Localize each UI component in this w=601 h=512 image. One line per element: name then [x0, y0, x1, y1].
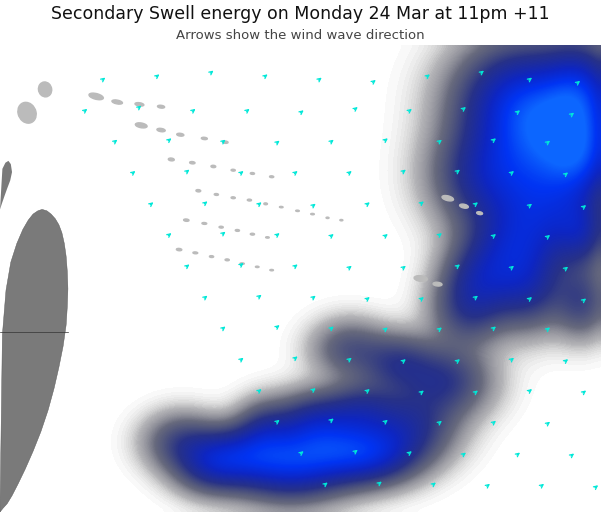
- Ellipse shape: [38, 82, 52, 97]
- Ellipse shape: [135, 102, 144, 106]
- Ellipse shape: [196, 189, 201, 192]
- Ellipse shape: [112, 100, 123, 104]
- Ellipse shape: [414, 275, 427, 282]
- Ellipse shape: [460, 204, 468, 208]
- Ellipse shape: [240, 263, 244, 264]
- Ellipse shape: [215, 194, 218, 196]
- Ellipse shape: [193, 252, 198, 254]
- Ellipse shape: [311, 214, 314, 215]
- Ellipse shape: [477, 211, 483, 215]
- Ellipse shape: [190, 161, 195, 164]
- Ellipse shape: [442, 196, 454, 201]
- Ellipse shape: [251, 233, 254, 235]
- Ellipse shape: [231, 169, 235, 171]
- Ellipse shape: [296, 210, 299, 211]
- Text: Secondary Swell energy on Monday 24 Mar at 11pm +11: Secondary Swell energy on Monday 24 Mar …: [51, 6, 550, 24]
- Ellipse shape: [433, 282, 442, 286]
- Ellipse shape: [225, 259, 229, 261]
- Text: Arrows show the wind wave direction: Arrows show the wind wave direction: [176, 29, 425, 41]
- Ellipse shape: [270, 176, 273, 178]
- Ellipse shape: [236, 229, 239, 231]
- Polygon shape: [0, 161, 12, 209]
- Ellipse shape: [270, 269, 273, 271]
- Ellipse shape: [255, 266, 259, 268]
- Ellipse shape: [157, 129, 165, 132]
- Ellipse shape: [266, 237, 269, 238]
- Ellipse shape: [231, 197, 235, 199]
- Ellipse shape: [279, 206, 283, 208]
- Ellipse shape: [211, 165, 216, 167]
- Ellipse shape: [248, 199, 251, 201]
- Ellipse shape: [340, 220, 343, 221]
- Ellipse shape: [219, 226, 223, 228]
- Ellipse shape: [223, 141, 228, 143]
- Ellipse shape: [89, 93, 103, 100]
- Ellipse shape: [135, 123, 147, 128]
- Ellipse shape: [326, 217, 329, 219]
- Ellipse shape: [264, 203, 267, 205]
- Polygon shape: [0, 209, 68, 512]
- Ellipse shape: [210, 255, 213, 258]
- Ellipse shape: [168, 158, 174, 161]
- Ellipse shape: [201, 137, 207, 140]
- Ellipse shape: [177, 248, 182, 251]
- Ellipse shape: [18, 102, 36, 123]
- Ellipse shape: [184, 219, 189, 221]
- Ellipse shape: [251, 173, 254, 175]
- Ellipse shape: [157, 105, 165, 108]
- Ellipse shape: [177, 133, 184, 136]
- Ellipse shape: [202, 223, 207, 224]
